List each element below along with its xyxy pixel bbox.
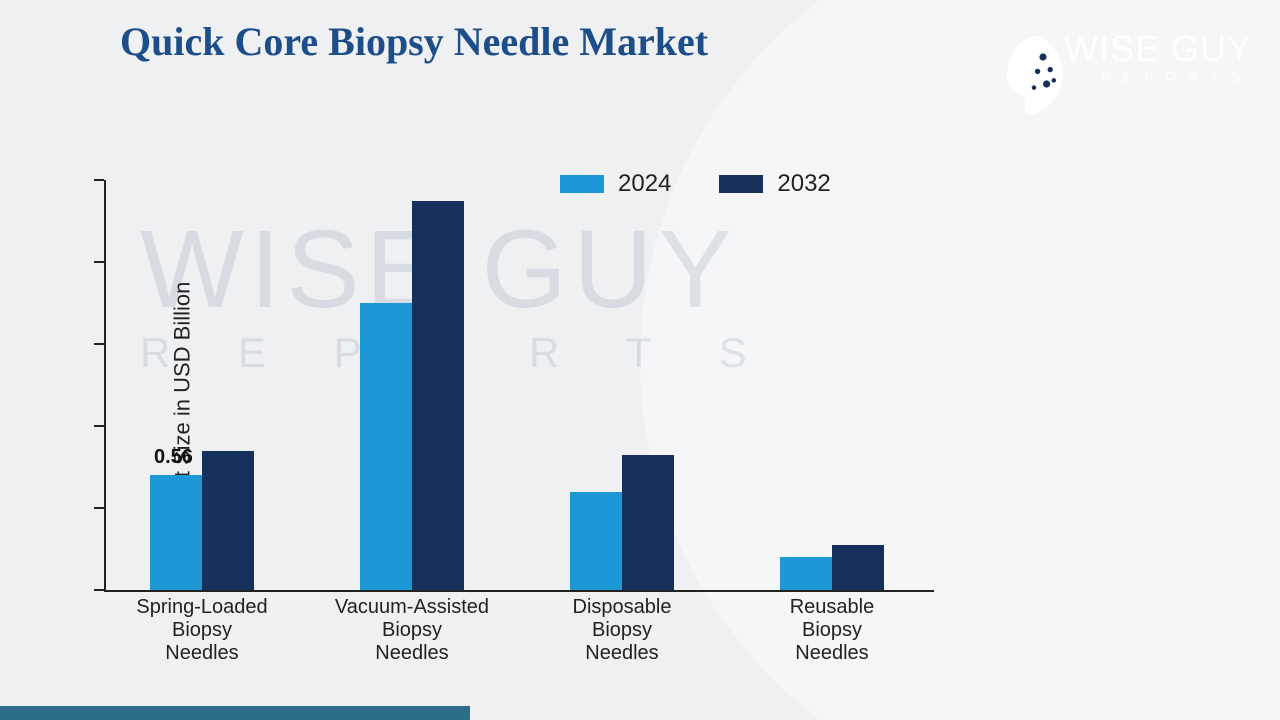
y-tick xyxy=(94,425,104,427)
y-tick xyxy=(94,589,104,591)
brand-head-icon xyxy=(980,30,1070,120)
y-tick xyxy=(94,261,104,263)
brand-line1: WISE GUY xyxy=(1064,28,1252,70)
bottom-accent-bar xyxy=(0,706,470,720)
bar-value-label: 0.56 xyxy=(154,446,193,469)
category-label: Vacuum-AssistedBiopsyNeedles xyxy=(312,596,512,665)
x-axis-line xyxy=(104,590,934,592)
bar xyxy=(360,303,412,590)
bar xyxy=(622,455,674,590)
brand-line2: REPORTS xyxy=(1064,68,1252,84)
bar-chart: Market Size in USD Billion 0.56 Spring-L… xyxy=(88,180,948,640)
stage: WISE GUY R E P O R T S Quick Core Biopsy… xyxy=(0,0,1280,720)
category-label: DisposableBiopsyNeedles xyxy=(522,596,722,665)
bar xyxy=(412,201,464,591)
bar xyxy=(832,545,884,590)
plot-area: 0.56 xyxy=(106,180,934,590)
bar xyxy=(150,475,202,590)
bar xyxy=(570,492,622,590)
bar xyxy=(202,451,254,590)
y-tick xyxy=(94,507,104,509)
y-tick xyxy=(94,179,104,181)
brand-block: WISE GUY REPORTS xyxy=(1064,28,1252,84)
y-tick xyxy=(94,343,104,345)
chart-title: Quick Core Biopsy Needle Market xyxy=(120,18,708,65)
category-label: ReusableBiopsyNeedles xyxy=(732,596,932,665)
bar xyxy=(780,557,832,590)
category-label: Spring-LoadedBiopsyNeedles xyxy=(102,596,302,665)
